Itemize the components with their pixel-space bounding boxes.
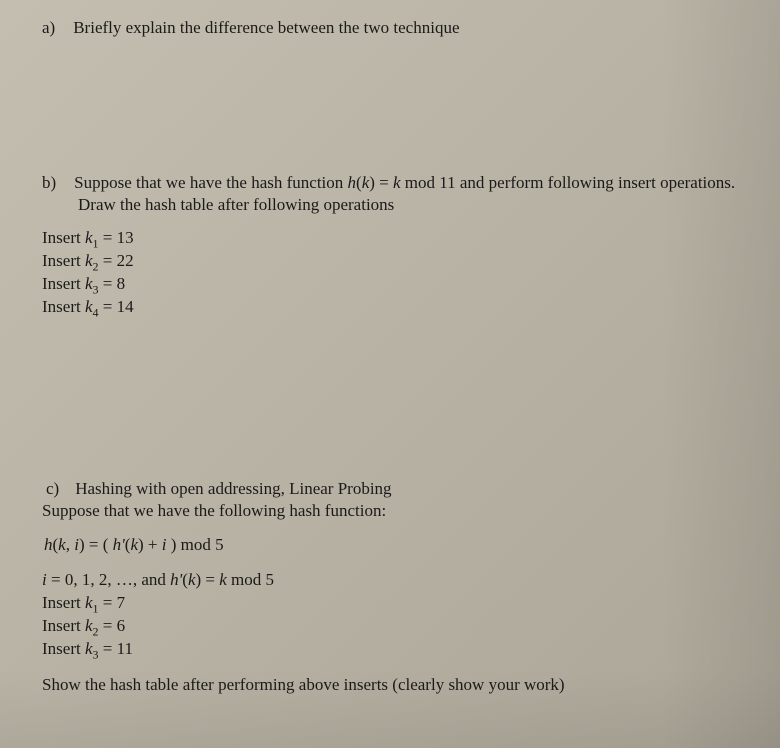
- part-a-label: a): [42, 18, 55, 37]
- insert-eq: = 8: [99, 274, 126, 293]
- part-b-formula-h: h: [348, 173, 357, 192]
- formula-k2: k: [130, 535, 138, 554]
- insert-item: Insert k1 = 13: [42, 227, 752, 250]
- insert-prefix: Insert: [42, 274, 85, 293]
- part-c-label: c): [46, 479, 59, 498]
- formula-suffix: ) mod 5: [166, 535, 223, 554]
- insert-var: k: [85, 274, 93, 293]
- i-line-h: h': [170, 570, 182, 589]
- part-b-formula-eq: ) =: [369, 173, 393, 192]
- insert-prefix: Insert: [42, 228, 85, 247]
- insert-var: k: [85, 593, 93, 612]
- insert-eq: = 22: [99, 251, 134, 270]
- formula-h2: h': [113, 535, 125, 554]
- part-b-line1: b) Suppose that we have the hash functio…: [42, 173, 752, 193]
- insert-prefix: Insert: [42, 593, 85, 612]
- insert-eq: = 7: [99, 593, 126, 612]
- formula-h: h: [44, 535, 53, 554]
- insert-item: Insert k2 = 22: [42, 250, 752, 273]
- insert-item: Insert k3 = 11: [42, 638, 752, 661]
- i-line-k2: k: [219, 570, 227, 589]
- insert-item: Insert k3 = 8: [42, 273, 752, 296]
- part-b-label: b): [42, 173, 56, 192]
- insert-item: Insert k2 = 6: [42, 615, 752, 638]
- insert-eq: = 11: [99, 639, 133, 658]
- insert-eq: = 6: [99, 616, 126, 635]
- part-b-formula-suffix: mod 11 and perform following insert oper…: [401, 173, 736, 192]
- part-c-i-line: i = 0, 1, 2, …, and h'(k) = k mod 5: [42, 569, 752, 592]
- formula-close2: ) +: [138, 535, 162, 554]
- insert-var: k: [85, 297, 93, 316]
- part-b-line2: Draw the hash table after following oper…: [78, 195, 752, 215]
- insert-item: Insert k1 = 7: [42, 592, 752, 615]
- formula-close-eq: ) = (: [79, 535, 113, 554]
- insert-var: k: [85, 228, 93, 247]
- insert-prefix: Insert: [42, 251, 85, 270]
- question-part-a: a) Briefly explain the difference betwee…: [42, 18, 752, 38]
- insert-var: k: [85, 639, 93, 658]
- formula-comma: ,: [66, 535, 75, 554]
- insert-eq: = 14: [99, 297, 134, 316]
- part-c-final-instruction: Show the hash table after performing abo…: [42, 675, 752, 695]
- insert-var: k: [85, 616, 93, 635]
- part-b-text-prefix: Suppose that we have the hash function h…: [74, 173, 735, 192]
- insert-var: k: [85, 251, 93, 270]
- i-line-eq: = 0, 1, 2, …, and: [47, 570, 170, 589]
- question-part-b: b) Suppose that we have the hash functio…: [42, 173, 752, 319]
- part-b-prefix-text: Suppose that we have the hash function: [74, 173, 347, 192]
- part-a-text: Briefly explain the difference between t…: [73, 18, 459, 37]
- insert-item: Insert k4 = 14: [42, 296, 752, 319]
- part-c-header-line: c) Hashing with open addressing, Linear …: [42, 479, 752, 499]
- insert-prefix: Insert: [42, 297, 85, 316]
- formula-k: k: [58, 535, 66, 554]
- i-line-suffix: mod 5: [227, 570, 274, 589]
- part-c-header-text: Hashing with open addressing, Linear Pro…: [75, 479, 391, 498]
- insert-prefix: Insert: [42, 616, 85, 635]
- part-c-formula: h(k, i) = ( h'(k) + i ) mod 5: [44, 535, 752, 555]
- part-c-subtext: Suppose that we have the following hash …: [42, 501, 752, 521]
- i-line-close: ) =: [195, 570, 219, 589]
- part-b-formula-k2: k: [393, 173, 401, 192]
- question-part-c: c) Hashing with open addressing, Linear …: [42, 479, 752, 695]
- insert-eq: = 13: [99, 228, 134, 247]
- insert-prefix: Insert: [42, 639, 85, 658]
- part-b-insert-list: Insert k1 = 13 Insert k2 = 22 Insert k3 …: [42, 227, 752, 319]
